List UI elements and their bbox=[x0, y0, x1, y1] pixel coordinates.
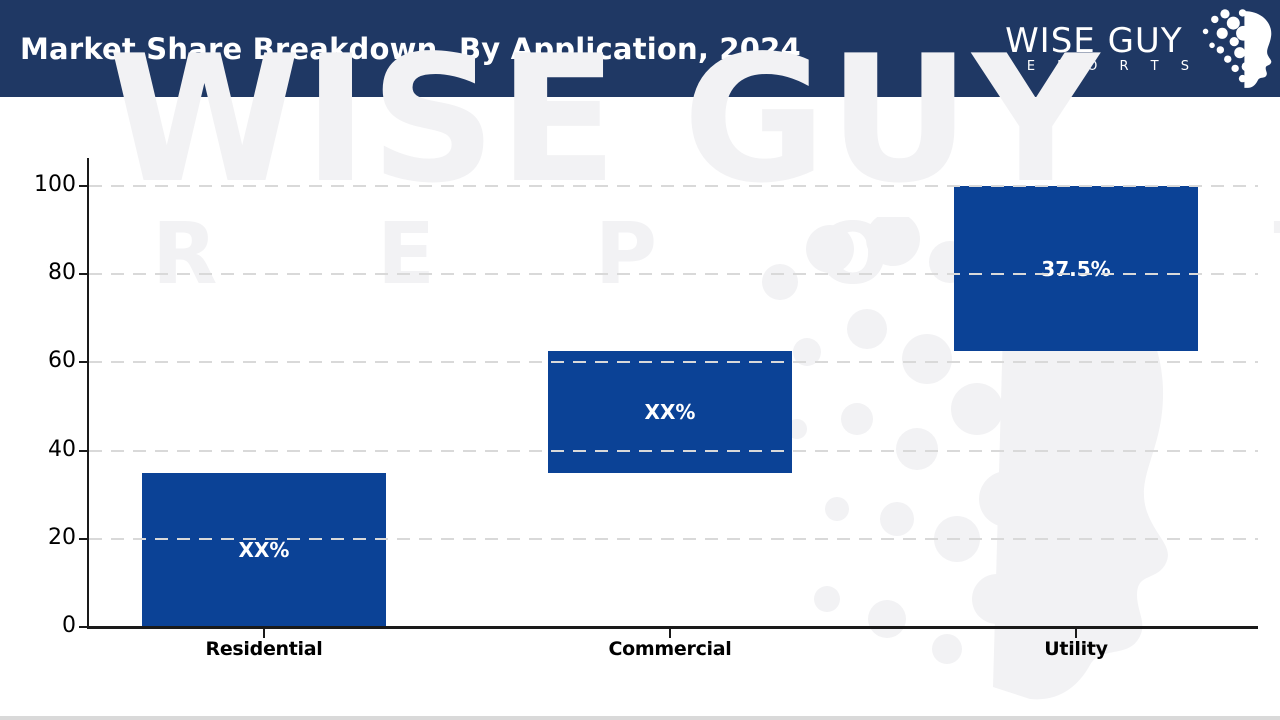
y-axis-tick-label: 0 bbox=[62, 613, 76, 638]
footer-strip bbox=[0, 716, 1280, 720]
y-axis-tick-label: 20 bbox=[48, 524, 76, 550]
y-axis-tick bbox=[79, 626, 87, 628]
y-axis-tick-label: 80 bbox=[48, 260, 76, 286]
y-axis-tick-label: 60 bbox=[48, 348, 76, 374]
x-axis-tick bbox=[263, 629, 265, 638]
bar-segment-utility: 37.5% bbox=[954, 186, 1198, 352]
bar-segment-commercial: XX% bbox=[548, 351, 792, 473]
wise-guy-reports-logo: WISE GUY R E P O R T S bbox=[990, 4, 1274, 94]
grid-line bbox=[89, 361, 1258, 364]
bar-value-label: XX% bbox=[644, 400, 696, 424]
x-axis-category-label: Commercial bbox=[608, 638, 732, 660]
y-axis-tick bbox=[79, 537, 87, 540]
x-axis-tick bbox=[669, 629, 671, 638]
page-title: Market Share Breakdown, By Application, … bbox=[20, 31, 801, 66]
y-axis-tick bbox=[79, 449, 87, 452]
logo-name: WISE GUY bbox=[1005, 20, 1183, 61]
grid-line bbox=[89, 537, 1258, 540]
header-bar: Market Share Breakdown, By Application, … bbox=[0, 0, 1280, 97]
logo-subname: R E P O R T S bbox=[995, 59, 1198, 75]
bar-value-label: XX% bbox=[238, 537, 290, 562]
y-axis-tick bbox=[79, 273, 87, 276]
y-axis-tick bbox=[79, 361, 87, 364]
grid-line bbox=[89, 449, 1258, 452]
y-axis-tick bbox=[79, 185, 87, 187]
bar-value-label: 37.5% bbox=[1041, 256, 1111, 281]
x-axis-tick bbox=[1075, 629, 1077, 638]
face-profile-icon bbox=[1202, 9, 1272, 88]
bar-segment-residential: XX% bbox=[142, 472, 386, 627]
y-axis-tick-label: 100 bbox=[34, 172, 76, 197]
grid-line bbox=[89, 273, 1258, 276]
x-axis-category-label: Residential bbox=[205, 638, 323, 660]
x-axis-line bbox=[87, 626, 1258, 629]
x-axis-category-label: Utility bbox=[1044, 638, 1108, 660]
watermark-wordmark: WISE GUY bbox=[108, 19, 1102, 222]
y-axis-line bbox=[87, 158, 89, 629]
y-axis-tick-label: 40 bbox=[48, 436, 76, 462]
logo-wordmark: WISE GUY R E P O R T S bbox=[990, 20, 1198, 75]
grid-line bbox=[89, 185, 1258, 187]
